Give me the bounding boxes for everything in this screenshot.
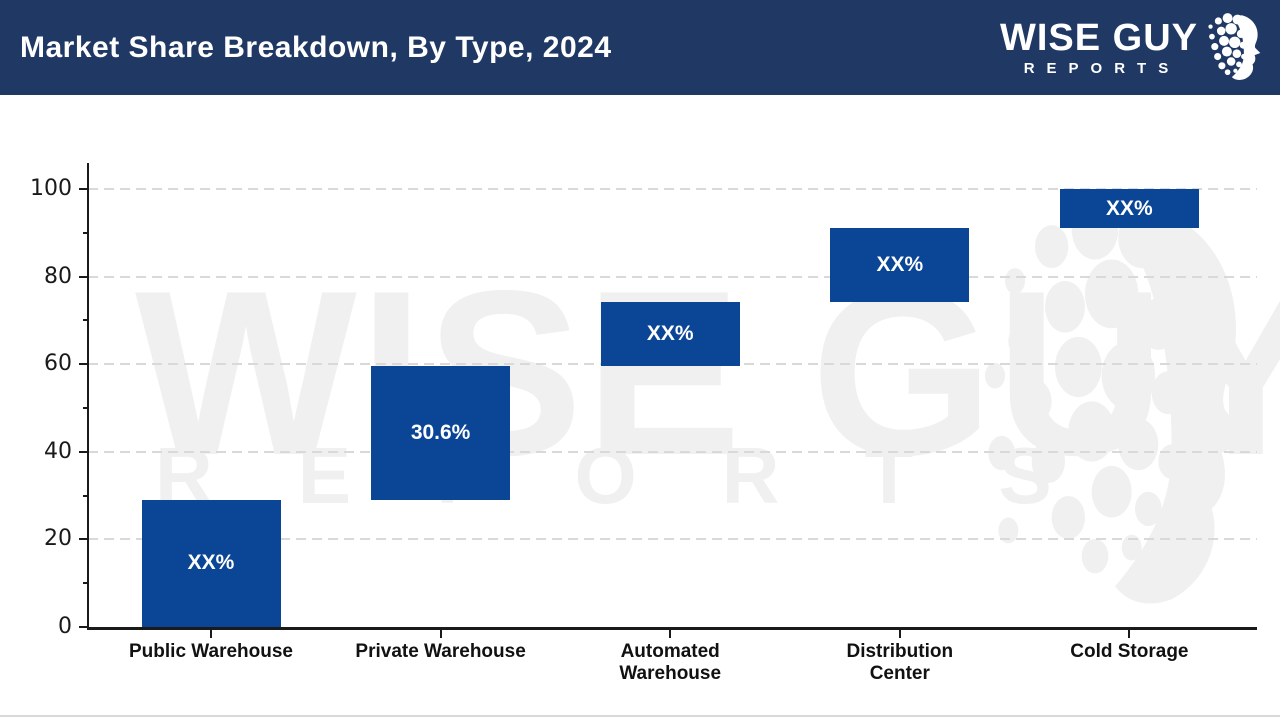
y-axis-line: [87, 163, 89, 630]
x-category-label-line: Center: [869, 663, 930, 684]
brand-logo: WISE GUY REPORTS: [1000, 10, 1266, 86]
y-tick-label-0: 0: [58, 614, 72, 639]
x-tick-distribution-center: [898, 630, 901, 638]
y-minor-tick-90: [83, 231, 88, 234]
x-category-label-line: Private Warehouse: [355, 641, 526, 662]
x-category-label-private-warehouse: Private Warehouse: [321, 641, 561, 663]
x-category-label-automated-warehouse: Automated Warehouse: [550, 641, 790, 685]
x-category-label-distribution-center: Distribution Center: [780, 641, 1020, 685]
bar-cold-storage: XX%: [1059, 189, 1199, 229]
y-tick-60: [79, 363, 88, 366]
bar-private-warehouse: 30.6%: [371, 365, 511, 500]
x-tick-cold-storage: [1128, 630, 1131, 638]
y-minor-tick-30: [83, 494, 88, 497]
x-category-label-cold-storage: Cold Storage: [1009, 641, 1249, 663]
x-category-label-line: Distribution: [846, 641, 954, 662]
y-tick-label-80: 80: [44, 263, 72, 289]
bar-label-public-warehouse: XX%: [187, 551, 235, 575]
bar-label-distribution-center: XX%: [876, 253, 924, 277]
gridline-40: [88, 450, 1257, 453]
y-tick-100: [79, 188, 88, 190]
bar-automated-warehouse: XX%: [600, 302, 740, 366]
x-category-label-line: Cold Storage: [1070, 641, 1189, 662]
watermark-face: [985, 199, 1249, 604]
y-minor-tick-10: [83, 582, 88, 585]
y-tick-label-100: 100: [30, 176, 72, 201]
gridline-80: [88, 275, 1257, 278]
bottom-hairline: [0, 715, 1280, 717]
x-tick-public-warehouse: [210, 630, 212, 638]
logo-face-icon: [1208, 12, 1261, 80]
x-category-label-line: Automated: [620, 641, 720, 662]
gridline-20: [88, 538, 1257, 541]
y-minor-tick-50: [83, 407, 88, 409]
y-tick-80: [79, 275, 88, 278]
bar-public-warehouse: XX%: [141, 499, 281, 627]
gridline-100: [88, 188, 1257, 190]
x-category-label-line: Public Warehouse: [129, 641, 293, 662]
x-category-label-line: Warehouse: [619, 663, 722, 684]
bar-label-cold-storage: XX%: [1106, 196, 1153, 220]
y-tick-20: [79, 538, 88, 541]
y-minor-tick-70: [83, 319, 88, 322]
header-bar: Market Share Breakdown, By Type, 2024 WI…: [0, 0, 1280, 95]
x-category-label-public-warehouse: Public Warehouse: [91, 641, 331, 663]
logo-reports-text: REPORTS: [1023, 60, 1181, 77]
y-tick-40: [79, 450, 88, 453]
chart-title: Market Share Breakdown, By Type, 2024: [20, 30, 612, 64]
bar-label-private-warehouse: 30.6%: [410, 420, 471, 444]
bar-distribution-center: XX%: [830, 228, 970, 302]
bar-label-automated-warehouse: XX%: [646, 321, 694, 345]
watermark-reports: REPORTS: [155, 431, 1137, 520]
y-tick-label-60: 60: [44, 351, 72, 377]
y-tick-label-20: 20: [44, 526, 72, 552]
y-tick-0: [79, 626, 88, 628]
x-tick-private-warehouse: [439, 630, 442, 638]
x-tick-automated-warehouse: [669, 630, 672, 638]
y-tick-label-40: 40: [44, 438, 72, 464]
brand-logo-text: WISE GUY REPORTS: [1000, 18, 1198, 77]
x-axis-line: [87, 627, 1257, 630]
logo-wiseguy-text: WISE GUY: [999, 17, 1198, 59]
